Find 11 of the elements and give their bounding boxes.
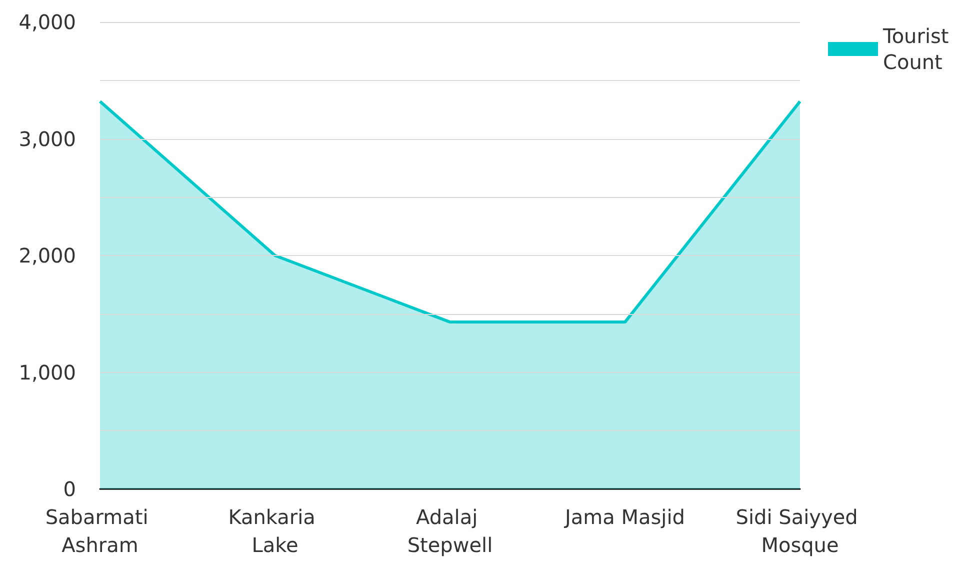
- y-tick-label: 1,000: [18, 360, 76, 384]
- y-tick-label: 0: [63, 477, 76, 501]
- x-tick-label: Sidi Saiyyed Mosque: [736, 505, 864, 557]
- y-tick-label: 2,000: [18, 244, 76, 268]
- x-tick-label: Kankaria Lake: [228, 505, 322, 557]
- x-tick-label: Sabarmati Ashram: [45, 505, 155, 557]
- y-tick-label: 3,000: [18, 126, 76, 151]
- x-tick-label: Adalaj Stepwell: [407, 505, 493, 557]
- x-tick-label: Jama Masjid: [563, 505, 685, 529]
- y-tick-label: 4,000: [18, 10, 76, 34]
- legend-label: Tourist Count: [882, 24, 956, 74]
